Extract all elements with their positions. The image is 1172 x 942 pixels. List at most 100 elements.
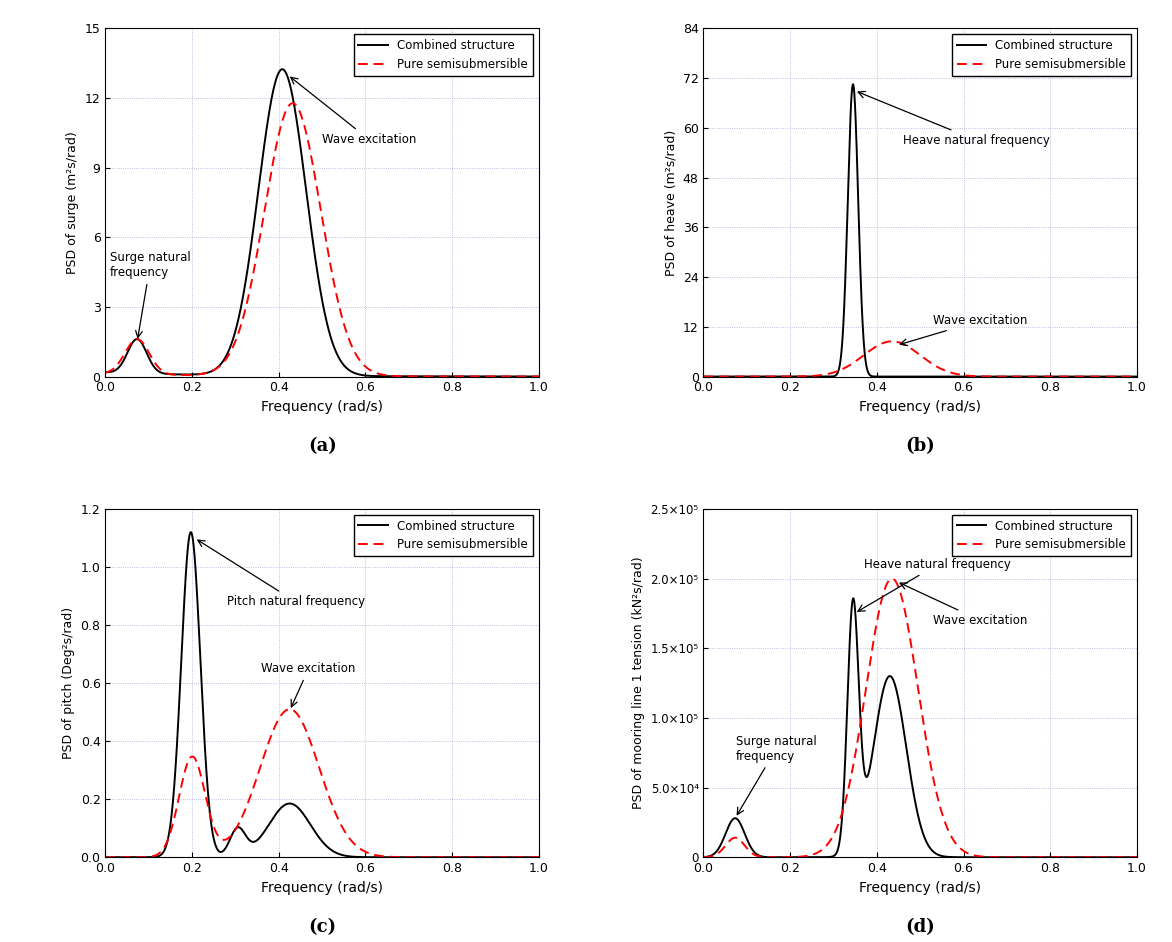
- Pure semisubmersible: [885, 573, 899, 584]
- Combined structure: [524, 852, 538, 863]
- Combined structure: [284, 82, 298, 93]
- Combined structure: [532, 371, 546, 382]
- Combined structure: [745, 845, 759, 856]
- Pure semisubmersible: [1075, 371, 1089, 382]
- Pure semisubmersible: [524, 371, 538, 382]
- Combined structure: [265, 92, 279, 104]
- Combined structure: [881, 371, 895, 382]
- Pure semisubmersible: [745, 848, 759, 859]
- Pure semisubmersible: [98, 852, 113, 863]
- Pure semisubmersible: [265, 729, 279, 740]
- Combined structure: [265, 815, 279, 826]
- Pure semisubmersible: [265, 164, 279, 175]
- Pure semisubmersible: [477, 852, 491, 863]
- Combined structure: [745, 371, 759, 382]
- Legend: Combined structure, Pure semisubmersible: Combined structure, Pure semisubmersible: [952, 515, 1131, 556]
- Combined structure: [275, 64, 289, 75]
- Pure semisubmersible: [173, 369, 188, 381]
- Combined structure: [477, 852, 491, 863]
- Pure semisubmersible: [885, 335, 899, 347]
- Pure semisubmersible: [863, 345, 877, 356]
- Text: Wave excitation: Wave excitation: [900, 583, 1028, 626]
- Line: Combined structure: Combined structure: [105, 532, 539, 857]
- Line: Pure semisubmersible: Pure semisubmersible: [105, 709, 539, 857]
- X-axis label: Frequency (rad/s): Frequency (rad/s): [859, 881, 981, 895]
- Y-axis label: PSD of heave (m²s/rad): PSD of heave (m²s/rad): [665, 129, 677, 276]
- Combined structure: [98, 366, 113, 378]
- Legend: Combined structure, Pure semisubmersible: Combined structure, Pure semisubmersible: [952, 34, 1131, 75]
- Pure semisubmersible: [286, 98, 300, 109]
- Pure semisubmersible: [745, 371, 759, 382]
- Combined structure: [696, 852, 710, 863]
- Pure semisubmersible: [863, 658, 877, 670]
- Pure semisubmersible: [148, 850, 162, 861]
- Y-axis label: PSD of surge (m²s/rad): PSD of surge (m²s/rad): [66, 131, 80, 274]
- Text: (a): (a): [308, 437, 336, 456]
- Line: Pure semisubmersible: Pure semisubmersible: [703, 341, 1137, 377]
- Line: Combined structure: Combined structure: [105, 70, 539, 377]
- Combined structure: [1075, 852, 1089, 863]
- Y-axis label: PSD of mooring line 1 tension (kN²s/rad): PSD of mooring line 1 tension (kN²s/rad): [632, 557, 645, 809]
- Pure semisubmersible: [771, 852, 785, 863]
- Combined structure: [846, 593, 860, 604]
- Combined structure: [173, 669, 188, 680]
- Line: Combined structure: Combined structure: [703, 84, 1137, 377]
- Line: Pure semisubmersible: Pure semisubmersible: [105, 104, 539, 377]
- Combined structure: [284, 798, 298, 809]
- Text: Wave excitation: Wave excitation: [900, 314, 1028, 346]
- Pure semisubmersible: [532, 852, 546, 863]
- Pure semisubmersible: [173, 784, 188, 795]
- Combined structure: [863, 369, 877, 381]
- Text: Surge natural
frequency: Surge natural frequency: [110, 252, 191, 337]
- Text: (b): (b): [905, 437, 935, 456]
- Legend: Combined structure, Pure semisubmersible: Combined structure, Pure semisubmersible: [354, 515, 533, 556]
- Combined structure: [184, 527, 198, 538]
- X-axis label: Frequency (rad/s): Frequency (rad/s): [261, 400, 383, 414]
- Combined structure: [771, 852, 785, 863]
- Pure semisubmersible: [148, 357, 162, 368]
- Combined structure: [1130, 371, 1144, 382]
- Combined structure: [863, 762, 877, 773]
- X-axis label: Frequency (rad/s): Frequency (rad/s): [261, 881, 383, 895]
- Pure semisubmersible: [1075, 852, 1089, 863]
- Pure semisubmersible: [771, 371, 785, 382]
- Text: Pitch natural frequency: Pitch natural frequency: [198, 540, 364, 609]
- Line: Combined structure: Combined structure: [703, 598, 1137, 857]
- Text: Heave natural frequency: Heave natural frequency: [858, 559, 1010, 611]
- Combined structure: [696, 371, 710, 382]
- Pure semisubmersible: [1122, 371, 1136, 382]
- Combined structure: [524, 371, 538, 382]
- Combined structure: [477, 371, 491, 382]
- Line: Pure semisubmersible: Pure semisubmersible: [703, 578, 1137, 857]
- Pure semisubmersible: [1130, 852, 1144, 863]
- Pure semisubmersible: [477, 371, 491, 382]
- Pure semisubmersible: [1130, 371, 1144, 382]
- Pure semisubmersible: [696, 371, 710, 382]
- Legend: Combined structure, Pure semisubmersible: Combined structure, Pure semisubmersible: [354, 34, 533, 75]
- Combined structure: [881, 671, 895, 682]
- Combined structure: [771, 371, 785, 382]
- Pure semisubmersible: [881, 576, 895, 587]
- Pure semisubmersible: [532, 371, 546, 382]
- Combined structure: [1075, 371, 1089, 382]
- Text: Surge natural
frequency: Surge natural frequency: [736, 735, 817, 815]
- Text: (d): (d): [905, 918, 935, 936]
- Pure semisubmersible: [284, 704, 298, 715]
- Combined structure: [173, 368, 188, 380]
- Text: Wave excitation: Wave excitation: [261, 662, 356, 706]
- Text: Wave excitation: Wave excitation: [291, 77, 416, 146]
- Pure semisubmersible: [282, 704, 297, 715]
- Combined structure: [148, 852, 162, 863]
- Combined structure: [98, 852, 113, 863]
- Pure semisubmersible: [284, 98, 298, 109]
- Combined structure: [532, 852, 546, 863]
- Pure semisubmersible: [696, 852, 710, 863]
- Combined structure: [1122, 852, 1136, 863]
- Text: (c): (c): [308, 918, 336, 936]
- Pure semisubmersible: [524, 852, 538, 863]
- Pure semisubmersible: [98, 367, 113, 379]
- Combined structure: [148, 363, 162, 374]
- Y-axis label: PSD of pitch (Deg²s/rad): PSD of pitch (Deg²s/rad): [62, 607, 75, 759]
- Combined structure: [846, 78, 860, 89]
- Pure semisubmersible: [1122, 852, 1136, 863]
